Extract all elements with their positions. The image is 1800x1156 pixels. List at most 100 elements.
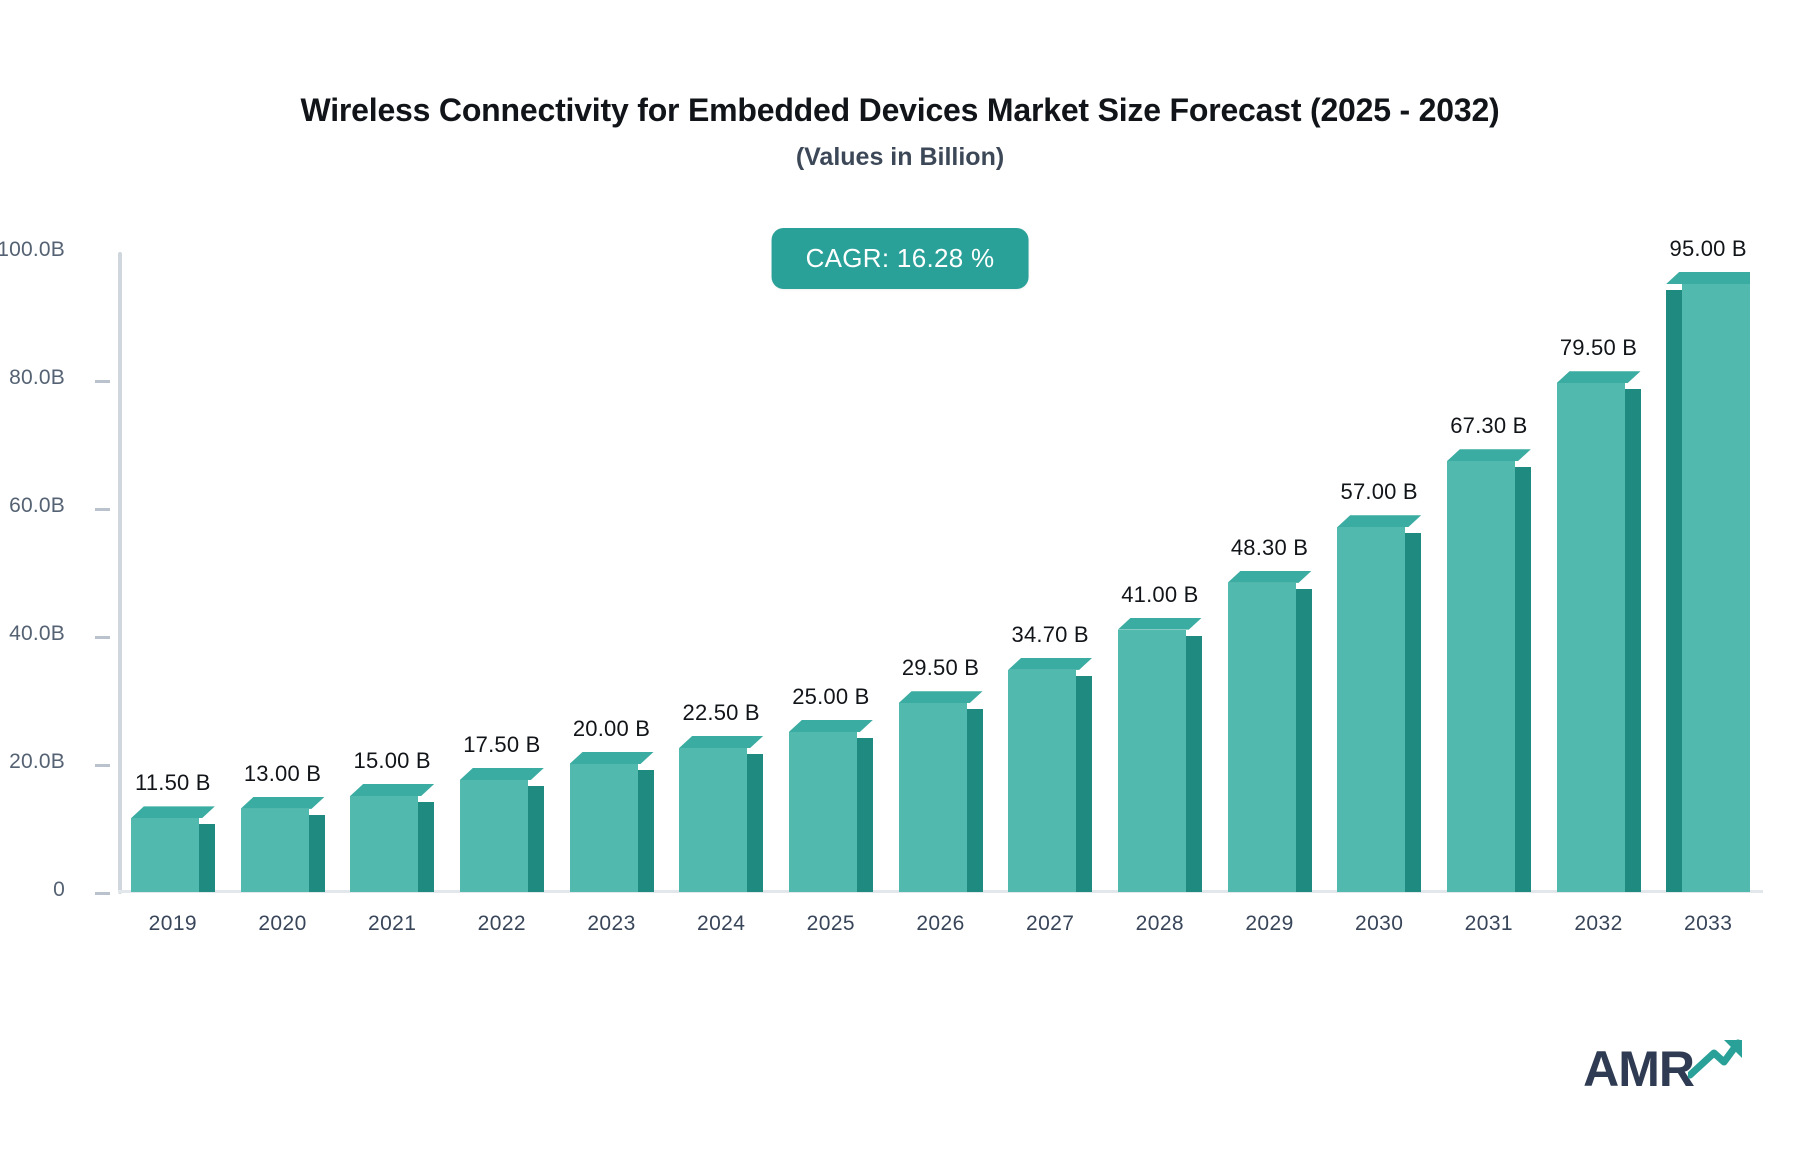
- bar-value-label: 48.30 B: [1230, 534, 1309, 560]
- bar-front-face: [679, 748, 748, 892]
- x-tick-label-2028: 2028: [1135, 912, 1184, 935]
- bar-side-face: [637, 770, 654, 892]
- amr-logo: AMR: [1583, 1037, 1744, 1094]
- bar-side-face: [1405, 533, 1422, 892]
- bar-front-face: [1446, 461, 1515, 892]
- bar-2020[interactable]: 13.00 B: [240, 761, 325, 892]
- bar-value-label: 41.00 B: [1121, 581, 1199, 607]
- bar-value-label: 25.00 B: [792, 684, 870, 709]
- bar-2030[interactable]: 57.00 B: [1337, 479, 1422, 892]
- y-tick-label: 0: [53, 878, 65, 901]
- y-tick-dash: [95, 636, 110, 639]
- bar-top-face: [1666, 272, 1751, 284]
- bar-top-face: [1118, 618, 1202, 630]
- y-tick-label: 100.0B: [0, 238, 65, 261]
- bar-value-label: 11.50 B: [135, 770, 211, 796]
- bar-front-face: [788, 732, 857, 892]
- x-tick-label-2031: 2031: [1464, 912, 1513, 935]
- bar-front-face: [1556, 383, 1625, 892]
- bar-front-face: [1227, 582, 1296, 892]
- bar-front-face: [130, 818, 199, 892]
- y-tick-dash: [95, 380, 110, 383]
- bar-side-face: [747, 754, 764, 892]
- bar-value-label: 57.00 B: [1340, 479, 1418, 505]
- bar-side-face: [1185, 635, 1202, 892]
- bar-value-label: 22.50 B: [682, 700, 760, 725]
- x-tick-label-2032: 2032: [1574, 912, 1623, 935]
- bar-front-face: [1008, 669, 1077, 892]
- bar-front-face: [569, 764, 638, 892]
- bar-2033[interactable]: 95.00 B: [1666, 236, 1751, 892]
- bar-front-face: [898, 703, 967, 892]
- bar-front-face: [240, 808, 309, 892]
- bar-side-face: [856, 738, 873, 892]
- y-tick-dash: [95, 764, 110, 767]
- x-tick-label-2026: 2026: [916, 912, 965, 935]
- bar-top-face: [350, 784, 434, 796]
- x-tick-label-2033: 2033: [1683, 912, 1733, 935]
- bar-2019[interactable]: 11.50 B: [130, 770, 215, 892]
- y-axis-line: [118, 252, 122, 894]
- bar-value-label: 67.30 B: [1450, 413, 1528, 439]
- bar-top-face: [460, 768, 544, 780]
- bar-side-face: [1666, 290, 1683, 892]
- bar-side-face: [418, 802, 435, 892]
- bar-top-face: [570, 752, 654, 764]
- bar-top-face: [1337, 515, 1421, 527]
- bar-top-face: [131, 806, 215, 818]
- y-tick-dash: [95, 508, 110, 511]
- amr-logo-text: AMR: [1583, 1041, 1695, 1097]
- bar-top-face: [899, 691, 983, 703]
- bar-2026[interactable]: 29.50 B: [898, 655, 983, 892]
- bar-2031[interactable]: 67.30 B: [1446, 413, 1531, 892]
- bar-2025[interactable]: 25.00 B: [788, 684, 873, 892]
- bar-side-face: [1514, 467, 1531, 892]
- y-tick-label: 20.0B: [9, 750, 65, 773]
- bar-front-face: [1337, 527, 1406, 892]
- bar-top-face: [1228, 571, 1312, 583]
- bar-value-label: 95.00 B: [1669, 236, 1747, 261]
- x-tick-label-2021: 2021: [367, 912, 417, 935]
- bar-side-face: [966, 709, 983, 892]
- x-tick-label-2030: 2030: [1354, 912, 1404, 935]
- bar-front-face: [1682, 284, 1751, 892]
- bar-top-face: [789, 720, 873, 732]
- bar-2022[interactable]: 17.50 B: [459, 732, 544, 892]
- bar-2029[interactable]: 48.30 B: [1227, 535, 1312, 892]
- bar-value-label: 79.50 B: [1559, 335, 1638, 361]
- bar-2032[interactable]: 79.50 B: [1556, 335, 1641, 892]
- bar-side-face: [1076, 675, 1093, 892]
- bar-value-label: 20.00 B: [572, 716, 651, 741]
- bar-top-face: [1557, 371, 1641, 383]
- x-tick-label-2027: 2027: [1025, 912, 1075, 935]
- y-tick-label: 60.0B: [9, 494, 65, 517]
- bar-2028[interactable]: 41.00 B: [1117, 582, 1202, 892]
- page-title: Wireless Connectivity for Embedded Devic…: [300, 92, 1500, 128]
- x-tick-label-2023: 2023: [587, 912, 636, 935]
- bar-front-face: [459, 780, 528, 892]
- bar-2021[interactable]: 15.00 B: [350, 748, 435, 892]
- x-tick-label-2020: 2020: [258, 912, 307, 935]
- bar-side-face: [198, 824, 215, 892]
- y-tick-label: 40.0B: [9, 622, 65, 645]
- bar-value-label: 34.70 B: [1011, 621, 1089, 647]
- chart-header: Wireless Connectivity for Embedded Devic…: [0, 92, 1800, 172]
- cagr-badge: CAGR: 16.28 %: [771, 228, 1029, 289]
- bar-side-face: [527, 786, 544, 892]
- bar-top-face: [1447, 449, 1531, 461]
- bar-front-face: [1117, 629, 1186, 892]
- bar-2024[interactable]: 22.50 B: [679, 700, 764, 892]
- bar-value-label: 15.00 B: [353, 748, 431, 773]
- y-tick-dash: [95, 892, 110, 895]
- bar-top-face: [241, 797, 325, 809]
- growth-arrow-icon: [1686, 1037, 1744, 1084]
- bar-top-face: [1008, 658, 1092, 670]
- bar-2027[interactable]: 34.70 B: [1008, 622, 1093, 892]
- bar-2023[interactable]: 20.00 B: [569, 716, 654, 892]
- bar-side-face: [1624, 389, 1641, 892]
- bar-value-label: 17.50 B: [463, 732, 541, 757]
- x-tick-label-2029: 2029: [1245, 912, 1294, 935]
- x-tick-label-2024: 2024: [696, 912, 746, 935]
